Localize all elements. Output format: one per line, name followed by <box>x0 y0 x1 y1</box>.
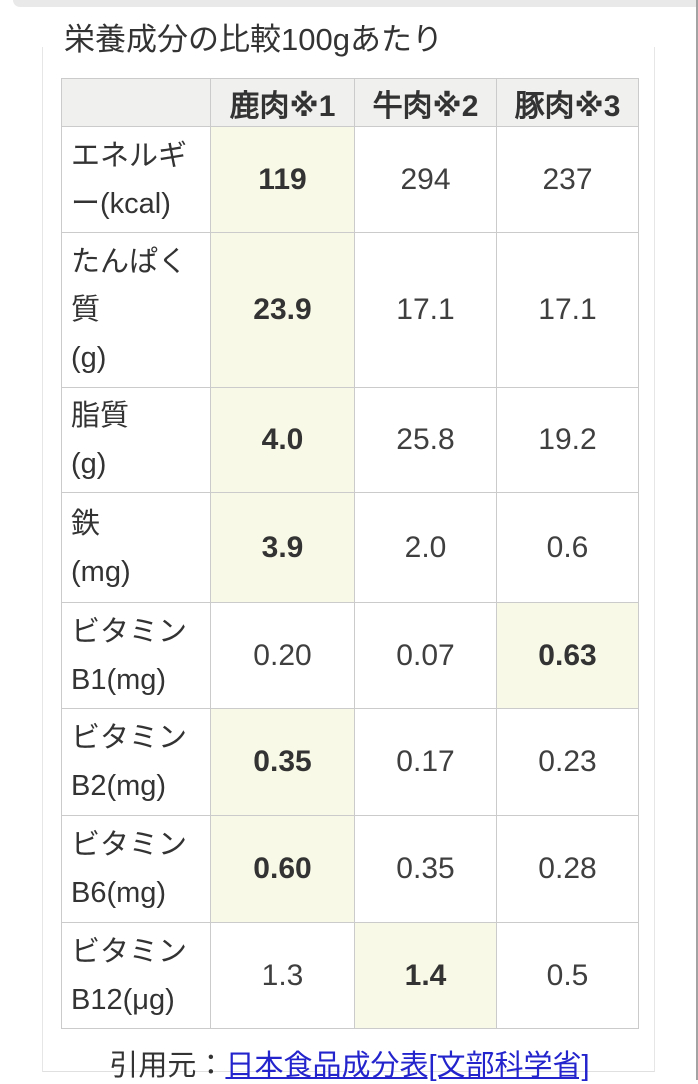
table-header-row: 鹿肉※1 牛肉※2 豚肉※3 <box>61 78 639 127</box>
value-cell: 237 <box>496 126 639 233</box>
row-label: 鉄 (mg) <box>61 492 211 603</box>
value-cell: 0.35 <box>354 815 497 923</box>
table-title: 栄養成分の比較100gあたり <box>64 22 443 57</box>
corner-header-cell <box>61 78 211 127</box>
row-label: ビタミン B2(mg) <box>61 708 211 816</box>
value-cell: 0.17 <box>354 708 497 816</box>
value-cell-highlighted: 0.63 <box>496 602 639 709</box>
value-cell: 294 <box>354 126 497 233</box>
value-cell: 17.1 <box>496 232 639 388</box>
row-label: エネルギ ー(kcal) <box>61 126 211 233</box>
value-cell-highlighted: 23.9 <box>210 232 355 388</box>
value-cell: 0.6 <box>496 492 639 603</box>
value-cell: 0.28 <box>496 815 639 923</box>
table-row: たんぱく 質 (g) 23.9 17.1 17.1 <box>61 232 639 388</box>
nutrition-comparison-table: 鹿肉※1 牛肉※2 豚肉※3 エネルギ ー(kcal) 119 294 237 たんぱく 質… <box>61 78 639 1029</box>
value-cell-highlighted: 119 <box>210 126 355 233</box>
value-cell: 19.2 <box>496 387 639 493</box>
row-label: ビタミン B6(mg) <box>61 815 211 923</box>
value-cell: 0.20 <box>210 602 355 709</box>
value-cell: 17.1 <box>354 232 497 388</box>
citation-line: 引用元：日本食品成分表[文部科学省] <box>61 1042 638 1084</box>
value-cell: 1.3 <box>210 922 355 1029</box>
value-cell-highlighted: 1.4 <box>354 922 497 1029</box>
table-row: エネルギ ー(kcal) 119 294 237 <box>61 126 639 233</box>
row-label: ビタミン B12(μg) <box>61 922 211 1029</box>
table-row: ビタミン B2(mg) 0.35 0.17 0.23 <box>61 708 639 816</box>
value-cell: 2.0 <box>354 492 497 603</box>
top-card-bottom-edge <box>13 0 698 7</box>
value-cell-highlighted: 3.9 <box>210 492 355 603</box>
column-header-3: 豚肉※3 <box>496 78 639 127</box>
table-row: ビタミン B6(mg) 0.60 0.35 0.28 <box>61 815 639 923</box>
value-cell: 0.23 <box>496 708 639 816</box>
viewport-right-border <box>696 0 698 1080</box>
row-label: たんぱく 質 (g) <box>61 232 211 388</box>
table-row: ビタミン B12(μg) 1.3 1.4 0.5 <box>61 922 639 1029</box>
value-cell-highlighted: 0.60 <box>210 815 355 923</box>
column-header-2: 牛肉※2 <box>354 78 497 127</box>
value-cell-highlighted: 0.35 <box>210 708 355 816</box>
source-link[interactable]: 日本食品成分表[文部科学省] <box>225 1050 590 1082</box>
table-row: ビタミン B1(mg) 0.20 0.07 0.63 <box>61 602 639 709</box>
value-cell: 25.8 <box>354 387 497 493</box>
value-cell-highlighted: 4.0 <box>210 387 355 493</box>
table-row: 脂質 (g) 4.0 25.8 19.2 <box>61 387 639 493</box>
column-header-1: 鹿肉※1 <box>210 78 355 127</box>
citation-prefix: 引用元： <box>109 1050 226 1082</box>
row-label: 脂質 (g) <box>61 387 211 493</box>
row-label: ビタミン B1(mg) <box>61 602 211 709</box>
value-cell: 0.5 <box>496 922 639 1029</box>
table-row: 鉄 (mg) 3.9 2.0 0.6 <box>61 492 639 603</box>
value-cell: 0.07 <box>354 602 497 709</box>
